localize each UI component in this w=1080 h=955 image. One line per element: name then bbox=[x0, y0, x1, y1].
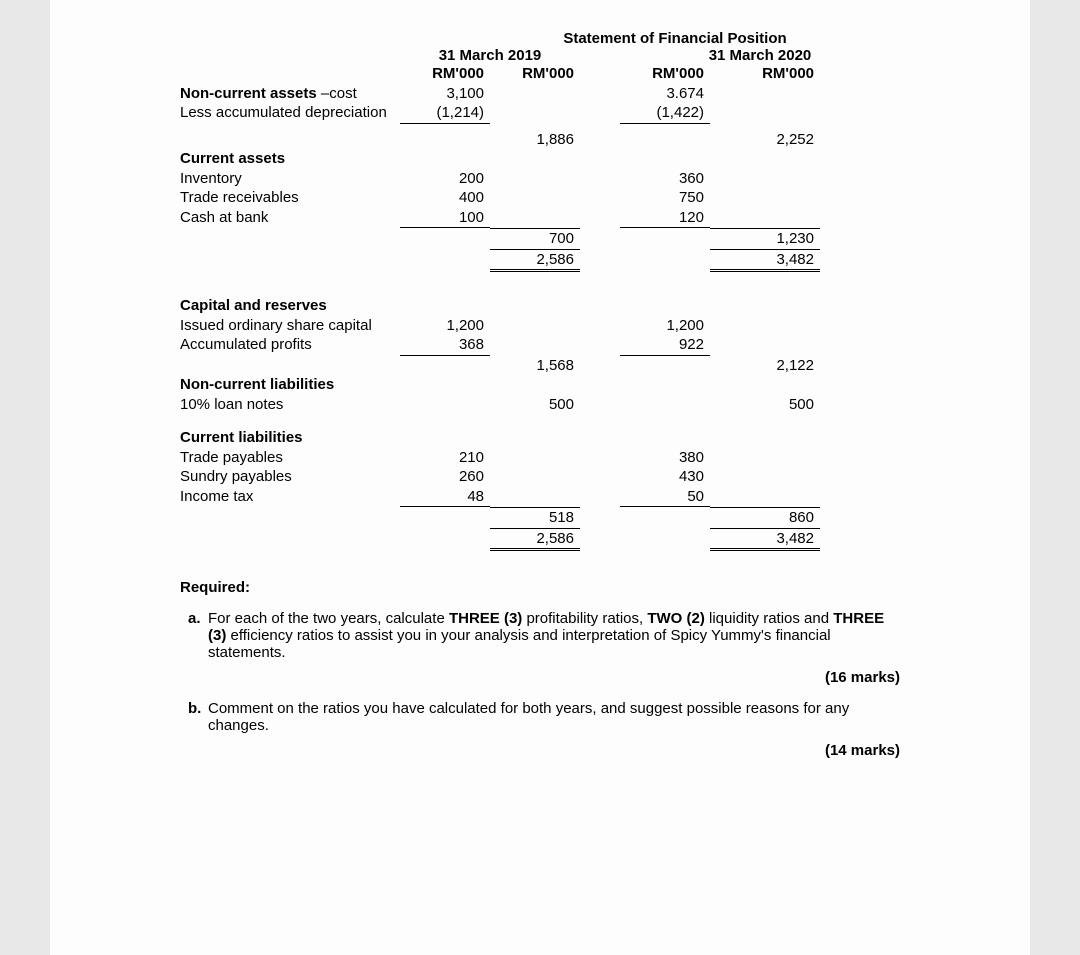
cl-tax-2020: 50 bbox=[620, 487, 710, 508]
ncl-loan-label: 10% loan notes bbox=[180, 395, 400, 415]
ca-receivables-label: Trade receivables bbox=[180, 188, 400, 208]
assets-total-2020: 3,482 bbox=[710, 250, 820, 273]
equity-heading-row: Capital and reserves bbox=[180, 296, 900, 316]
nca-net-2020: 2,252 bbox=[710, 130, 820, 150]
nca-label-bold: Non-current assets bbox=[180, 85, 317, 102]
qa-b2: TWO (2) bbox=[647, 610, 705, 627]
ncl-loan-row: 10% loan notes 500 500 bbox=[180, 395, 900, 415]
ncl-loan-2019: 500 bbox=[490, 395, 580, 415]
nca-net-2019: 1,886 bbox=[490, 130, 580, 150]
qa-b1: THREE (3) bbox=[449, 610, 522, 627]
ca-subtotal-2020: 1,230 bbox=[710, 228, 820, 250]
column-unit-row: RM'000 RM'000 RM'000 RM'000 bbox=[180, 64, 900, 84]
assets-total-2019: 2,586 bbox=[490, 250, 580, 273]
question-a: a. For each of the two years, calculate … bbox=[180, 610, 900, 661]
cl-trade-row: Trade payables 210 380 bbox=[180, 448, 900, 468]
col-unit-3: RM'000 bbox=[620, 64, 710, 84]
ca-receivables-2019: 400 bbox=[400, 188, 490, 208]
nca-cost-2019: 3,100 bbox=[400, 84, 490, 104]
ca-inventory-2019: 200 bbox=[400, 169, 490, 189]
ca-inventory-label: Inventory bbox=[180, 169, 400, 189]
nca-dep-2019: (1,214) bbox=[400, 103, 490, 124]
cl-heading: Current liabilities bbox=[180, 428, 400, 448]
ca-receivables-2020: 750 bbox=[620, 188, 710, 208]
cl-tax-row: Income tax 48 50 bbox=[180, 487, 900, 508]
nca-dep-label: Less accumulated depreciation bbox=[180, 103, 400, 123]
liab-total-2020: 3,482 bbox=[710, 529, 820, 552]
liab-total-2019: 2,586 bbox=[490, 529, 580, 552]
ca-heading-row: Current assets bbox=[180, 149, 900, 169]
nca-cost-2020: 3.674 bbox=[620, 84, 710, 104]
equity-heading: Capital and reserves bbox=[180, 296, 400, 316]
nca-dep-row: Less accumulated depreciation (1,214) (1… bbox=[180, 103, 900, 124]
cl-trade-2020: 380 bbox=[620, 448, 710, 468]
cl-sundry-row: Sundry payables 260 430 bbox=[180, 467, 900, 487]
cl-subtotal-2019: 518 bbox=[490, 507, 580, 529]
question-b: b. Comment on the ratios you have calcul… bbox=[180, 700, 900, 734]
ca-cash-2019: 100 bbox=[400, 208, 490, 229]
ca-subtotal-row: 700 1,230 bbox=[180, 228, 900, 250]
page: Statement of Financial Position 31 March… bbox=[50, 0, 1030, 955]
equity-profits-2019: 368 bbox=[400, 335, 490, 356]
year-header-row: 31 March 2019 31 March 2020 bbox=[180, 47, 900, 64]
year-2020: 31 March 2020 bbox=[620, 47, 900, 64]
equity-share-label: Issued ordinary share capital bbox=[180, 316, 400, 336]
ca-receivables-row: Trade receivables 400 750 bbox=[180, 188, 900, 208]
ca-cash-2020: 120 bbox=[620, 208, 710, 229]
question-b-text: Comment on the ratios you have calculate… bbox=[208, 700, 900, 734]
ca-subtotal-2019: 700 bbox=[490, 228, 580, 250]
cl-trade-2019: 210 bbox=[400, 448, 490, 468]
question-a-num: a. bbox=[180, 610, 208, 661]
col-unit-4: RM'000 bbox=[710, 64, 820, 84]
qa-p3: liquidity ratios and bbox=[705, 610, 833, 627]
equity-share-2019: 1,200 bbox=[400, 316, 490, 336]
equity-profits-label: Accumulated profits bbox=[180, 335, 400, 355]
equity-share-row: Issued ordinary share capital 1,200 1,20… bbox=[180, 316, 900, 336]
equity-subtotal-row: 1,568 2,122 bbox=[180, 356, 900, 376]
qa-p2: profitability ratios, bbox=[522, 610, 647, 627]
ca-cash-label: Cash at bank bbox=[180, 208, 400, 228]
equity-subtotal-2019: 1,568 bbox=[490, 356, 580, 376]
nca-cost-row: Non-current assets –cost 3,100 3.674 bbox=[180, 84, 900, 104]
nca-label-suffix: –cost bbox=[317, 85, 357, 102]
assets-total-row: 2,586 3,482 bbox=[180, 250, 900, 273]
ncl-loan-2020: 500 bbox=[710, 395, 820, 415]
col-unit-1: RM'000 bbox=[400, 64, 490, 84]
ca-inventory-row: Inventory 200 360 bbox=[180, 169, 900, 189]
qa-p1: For each of the two years, calculate bbox=[208, 610, 449, 627]
required-heading: Required: bbox=[180, 579, 900, 596]
equity-subtotal-2020: 2,122 bbox=[710, 356, 820, 376]
cl-subtotal-2020: 860 bbox=[710, 507, 820, 529]
cl-tax-label: Income tax bbox=[180, 487, 400, 507]
ca-cash-row: Cash at bank 100 120 bbox=[180, 208, 900, 229]
ncl-heading-row: Non-current liabilities bbox=[180, 375, 900, 395]
ca-inventory-2020: 360 bbox=[620, 169, 710, 189]
liab-total-row: 2,586 3,482 bbox=[180, 529, 900, 552]
cl-sundry-2020: 430 bbox=[620, 467, 710, 487]
cl-sundry-label: Sundry payables bbox=[180, 467, 400, 487]
ca-heading: Current assets bbox=[180, 149, 400, 169]
year-2019: 31 March 2019 bbox=[400, 47, 580, 64]
equity-profits-row: Accumulated profits 368 922 bbox=[180, 335, 900, 356]
nca-dep-2020: (1,422) bbox=[620, 103, 710, 124]
equity-share-2020: 1,200 bbox=[620, 316, 710, 336]
ncl-heading: Non-current liabilities bbox=[180, 375, 400, 395]
cl-trade-label: Trade payables bbox=[180, 448, 400, 468]
cl-subtotal-row: 518 860 bbox=[180, 507, 900, 529]
statement-title: Statement of Financial Position bbox=[450, 30, 900, 47]
col-unit-2: RM'000 bbox=[490, 64, 580, 84]
question-b-marks: (14 marks) bbox=[180, 742, 900, 759]
question-b-num: b. bbox=[180, 700, 208, 734]
cl-sundry-2019: 260 bbox=[400, 467, 490, 487]
cl-heading-row: Current liabilities bbox=[180, 428, 900, 448]
question-a-marks: (16 marks) bbox=[180, 669, 900, 686]
nca-net-row: 1,886 2,252 bbox=[180, 130, 900, 150]
question-a-text: For each of the two years, calculate THR… bbox=[208, 610, 900, 661]
equity-profits-2020: 922 bbox=[620, 335, 710, 356]
qa-p4: efficiency ratios to assist you in your … bbox=[208, 627, 831, 661]
cl-tax-2019: 48 bbox=[400, 487, 490, 508]
